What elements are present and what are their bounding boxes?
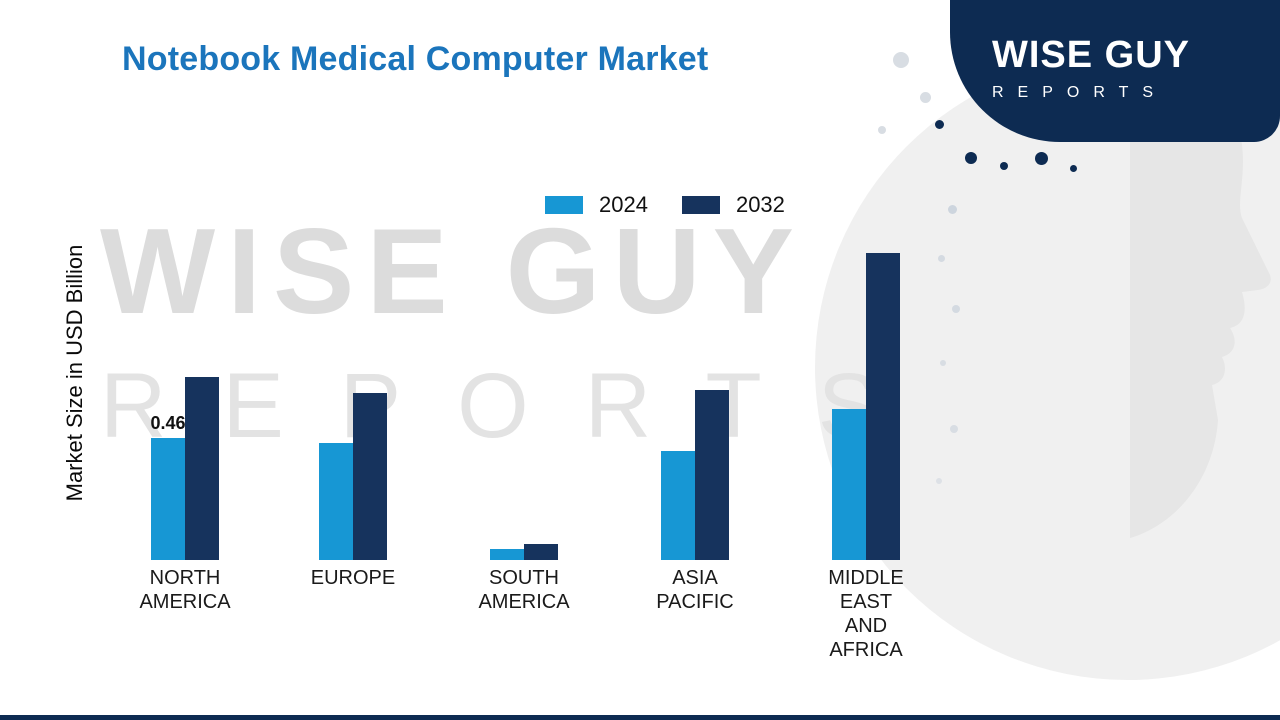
- legend-swatch-2024: [545, 196, 583, 214]
- bar-group-0: [151, 377, 219, 560]
- y-axis-label: Market Size in USD Billion: [62, 244, 87, 502]
- brand-logo: WISE GUY REPORTS: [950, 0, 1280, 142]
- dot-decoration: [920, 92, 931, 103]
- watermark-line2: REPORTS: [100, 355, 936, 457]
- bar-2024-0: [151, 438, 185, 560]
- bar-chart-plot-area: 0.46: [110, 180, 970, 560]
- dot-decoration: [893, 52, 909, 68]
- bar-2032-2: [524, 544, 558, 560]
- bar-group-1: [319, 393, 387, 560]
- dot-decoration: [878, 126, 886, 134]
- bar-2032-3: [695, 390, 729, 560]
- bar-2032-0: [185, 377, 219, 560]
- bar-2024-4: [832, 409, 866, 560]
- bar-2032-1: [353, 393, 387, 560]
- bar-2024-3: [661, 451, 695, 560]
- brand-logo-name: WISE GUY: [992, 34, 1191, 76]
- category-label-3: ASIA PACIFIC: [656, 567, 734, 613]
- brand-watermark: WISE GUY REPORTS: [100, 210, 935, 452]
- legend-item-2032: 2032: [681, 192, 785, 218]
- brand-logo-subtitle: REPORTS: [992, 84, 1168, 101]
- watermark-line1: WISE GUY: [100, 203, 807, 339]
- legend-item-2024: 2024: [545, 192, 648, 218]
- legend-swatch-2032: [681, 196, 720, 214]
- bar-2024-1: [319, 443, 353, 560]
- chart-legend: 2024 2032: [545, 192, 785, 218]
- x-axis-category-labels: NORTH AMERICA EUROPE SOUTH AMERICA ASIA PAC…: [110, 566, 970, 696]
- bar-group-4: [832, 253, 900, 560]
- category-label-4: MIDDLE EAST AND AFRICA: [828, 567, 904, 661]
- face-profile-icon: [1130, 68, 1271, 539]
- bar-value-label: 0.46: [150, 413, 186, 433]
- category-label-0: NORTH AMERICA: [139, 567, 231, 613]
- bottom-border-decoration: [0, 715, 1280, 720]
- bar-2024-2: [490, 549, 524, 560]
- bar-2032-4: [866, 253, 900, 560]
- page-title: Notebook Medical Computer Market: [122, 40, 709, 78]
- bar-group-3: [661, 390, 729, 560]
- category-label-2: SOUTH AMERICA: [478, 567, 570, 613]
- legend-label-2032: 2032: [735, 192, 785, 217]
- category-label-1: EUROPE: [310, 567, 396, 589]
- bar-group-2: [490, 544, 558, 560]
- legend-label-2024: 2024: [599, 192, 648, 217]
